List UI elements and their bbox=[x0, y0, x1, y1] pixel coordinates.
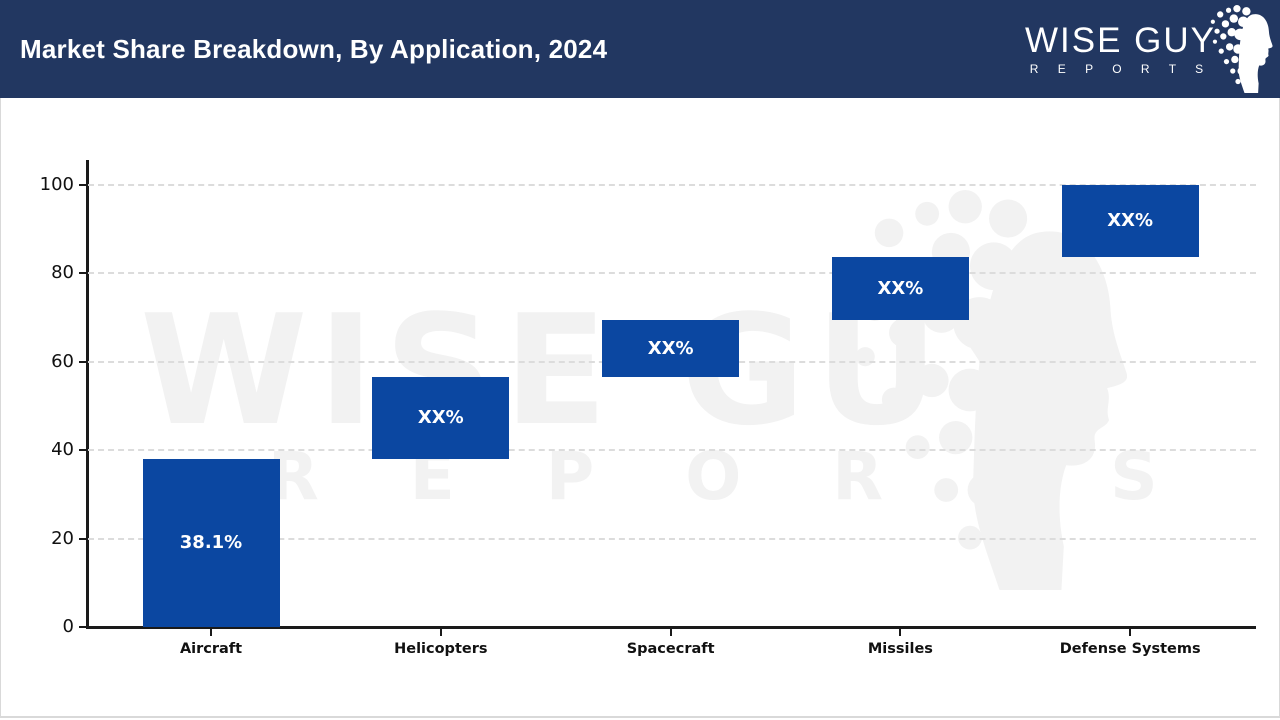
y-tick-label-20: 20 bbox=[51, 527, 74, 549]
bar-spacecraft bbox=[602, 319, 740, 378]
x-tick-2 bbox=[669, 629, 672, 636]
bar-helicopters bbox=[372, 377, 510, 459]
x-axis-line bbox=[86, 626, 1256, 629]
bar-value-label: 38.1% bbox=[179, 531, 243, 553]
x-tick-1 bbox=[439, 629, 442, 636]
logo-wordmark: WISE GUY R E P O R T S bbox=[1025, 23, 1216, 76]
x-category-label: Spacecraft bbox=[626, 641, 715, 657]
bar-value-label: XX% bbox=[877, 277, 924, 299]
bar-defense-systems bbox=[1061, 185, 1199, 258]
y-tick-label-60: 60 bbox=[51, 350, 74, 372]
x-category-label: Helicopters bbox=[394, 641, 488, 657]
y-tick-40 bbox=[79, 449, 87, 452]
y-tick-label-100: 100 bbox=[39, 174, 74, 195]
bar-value-label: XX% bbox=[647, 337, 694, 359]
x-category-label: Aircraft bbox=[179, 641, 243, 657]
bar-aircraft bbox=[142, 458, 280, 627]
logo-wordmark-line2: R E P O R T S bbox=[1029, 61, 1212, 76]
y-tick-label-0: 0 bbox=[62, 616, 74, 637]
x-tick-3 bbox=[899, 629, 902, 636]
gridline-40 bbox=[88, 449, 1256, 452]
header-bar: Market Share Breakdown, By Application, … bbox=[0, 0, 1280, 98]
y-tick-60 bbox=[79, 360, 87, 363]
wise-guy-logo: WISE GUY R E P O R T S bbox=[1025, 5, 1274, 93]
y-tick-label-40: 40 bbox=[51, 439, 74, 461]
gridline-80 bbox=[88, 272, 1256, 275]
bar-value-label: XX% bbox=[1107, 210, 1154, 232]
y-tick-label-80: 80 bbox=[51, 262, 74, 284]
x-tick-4 bbox=[1129, 629, 1132, 636]
logo-wordmark-line1: WISE GUY bbox=[1024, 20, 1216, 60]
y-axis-line bbox=[86, 160, 89, 628]
bar-value-label: XX% bbox=[417, 406, 464, 428]
bar-missiles bbox=[831, 257, 969, 320]
gridline-20 bbox=[88, 537, 1256, 540]
y-tick-0 bbox=[79, 626, 87, 628]
chart-title: Market Share Breakdown, By Application, … bbox=[20, 33, 608, 64]
x-category-label: Missiles bbox=[867, 641, 933, 657]
y-tick-20 bbox=[79, 537, 87, 540]
head-profile-icon bbox=[1202, 5, 1274, 93]
gridline-100 bbox=[88, 184, 1256, 186]
y-tick-100 bbox=[79, 184, 87, 186]
y-tick-80 bbox=[79, 272, 87, 275]
x-tick-0 bbox=[210, 629, 212, 636]
x-category-label: Defense Systems bbox=[1059, 641, 1201, 657]
